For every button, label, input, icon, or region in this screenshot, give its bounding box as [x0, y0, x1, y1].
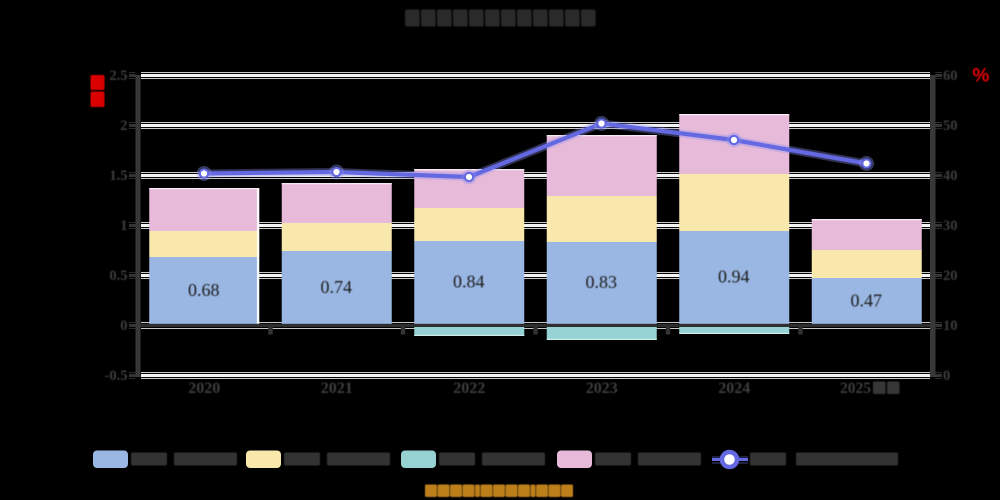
svg-text:50: 50: [943, 118, 958, 134]
svg-text:2020: 2020: [188, 380, 220, 397]
svg-text:-0.5: -0.5: [105, 368, 128, 384]
svg-text:2.5: 2.5: [109, 68, 127, 84]
svg-text:10: 10: [943, 318, 958, 334]
svg-text:0.5: 0.5: [109, 268, 127, 284]
svg-text:2023: 2023: [586, 380, 618, 397]
svg-text:1: 1: [120, 218, 127, 234]
svg-text:40: 40: [943, 168, 958, 184]
svg-text:2021: 2021: [321, 380, 353, 397]
svg-text:0.84: 0.84: [453, 272, 485, 292]
svg-text:20: 20: [943, 268, 958, 284]
svg-text:0: 0: [943, 368, 950, 384]
svg-text:2025: 2025: [840, 380, 871, 397]
svg-text:0.74: 0.74: [321, 277, 353, 297]
svg-text:30: 30: [943, 218, 958, 234]
svg-text:1.5: 1.5: [109, 168, 127, 184]
svg-text:%: %: [973, 66, 990, 87]
svg-text:0.83: 0.83: [586, 272, 618, 292]
svg-text:2: 2: [120, 118, 127, 134]
svg-text:2024: 2024: [718, 380, 750, 397]
svg-text:0.47: 0.47: [851, 291, 883, 311]
svg-text:0.68: 0.68: [188, 280, 220, 300]
svg-text:0.94: 0.94: [718, 267, 750, 287]
svg-text:0: 0: [120, 318, 127, 334]
svg-text:2022: 2022: [453, 380, 485, 397]
svg-text:60: 60: [943, 68, 958, 84]
